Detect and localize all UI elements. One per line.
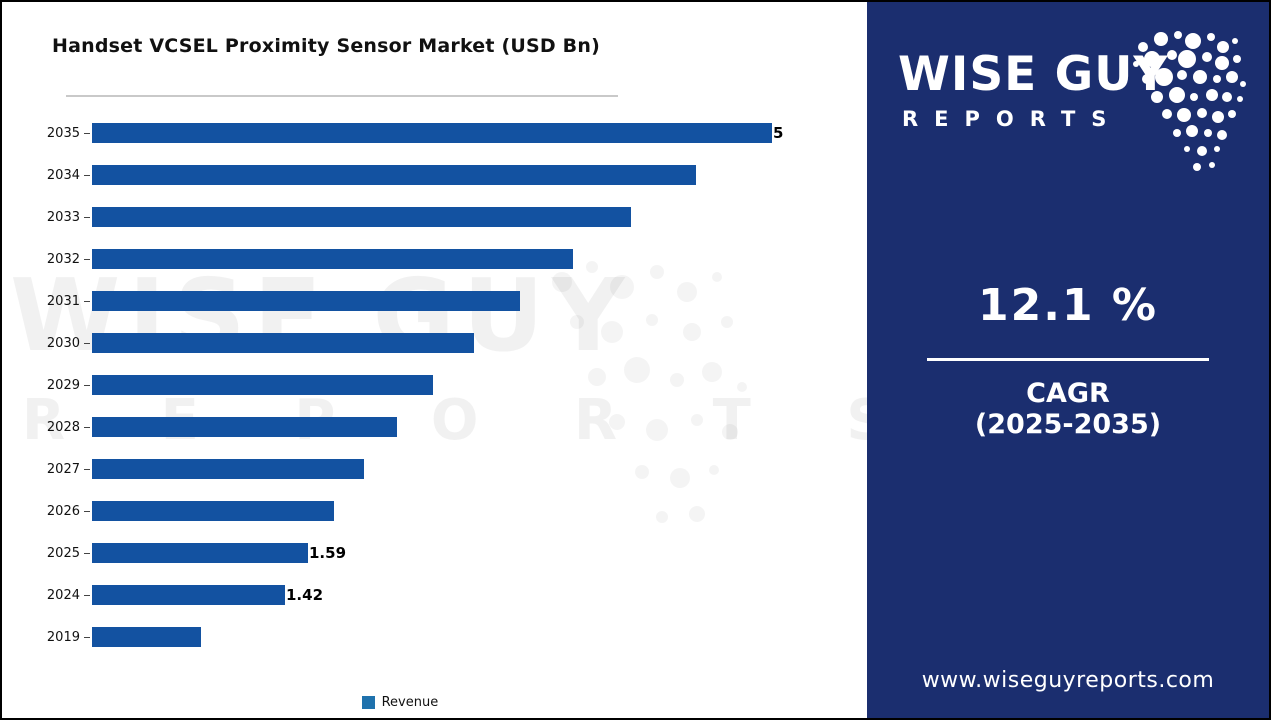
bar-row-2035: 2035 5: [26, 112, 783, 154]
y-tick-mark: [84, 342, 90, 344]
bar-row-2029: 2029: [26, 364, 783, 406]
bar-value-label: 5: [773, 124, 784, 142]
cagr-value: 12.1 %: [978, 280, 1158, 331]
revenue-bar: [92, 459, 364, 479]
y-tick-label: 2032: [46, 251, 80, 267]
y-tick-label: 2025: [46, 545, 80, 561]
logo-text-reports: REPORTS: [902, 107, 1123, 131]
wiseguy-logo: WISE GUY REPORTS: [898, 31, 1246, 172]
y-tick-label: 2029: [46, 377, 80, 393]
bar-row-2026: 2026: [26, 490, 783, 532]
cagr-period: (2025-2035): [974, 409, 1162, 440]
y-tick-mark: [84, 132, 90, 134]
revenue-bar: [92, 501, 334, 521]
side-panel: WISE GUY REPORTS: [867, 2, 1269, 718]
revenue-bar: [92, 165, 696, 185]
revenue-bar: [92, 333, 474, 353]
cagr-block: 12.1 % CAGR (2025-2035): [927, 280, 1209, 440]
y-tick-label: 2030: [46, 335, 80, 351]
y-tick-mark: [84, 426, 90, 428]
bar-row-2031: 2031: [26, 280, 783, 322]
bar-row-2027: 2027: [26, 448, 783, 490]
revenue-bar: [92, 417, 397, 437]
y-tick-mark: [84, 468, 90, 470]
bar-row-2030: 2030: [26, 322, 783, 364]
bar-row-2034: 2034: [26, 154, 783, 196]
chart-area: WISE GUY R E P O R T S Handset VCSEL Pro…: [2, 2, 887, 718]
y-tick-label: 2028: [46, 419, 80, 435]
bar-plot: 2035 5 2034 2033 2032 2031 2030 2029 2028 2027 202…: [26, 112, 783, 658]
revenue-bar: [92, 249, 573, 269]
y-tick-label: 2033: [46, 209, 80, 225]
bar-row-2024: 2024 1.42: [26, 574, 783, 616]
y-tick-mark: [84, 258, 90, 260]
logo-text-wiseguy: WISE GUY: [898, 47, 1169, 102]
revenue-bar: [92, 123, 772, 143]
revenue-bar: [92, 585, 285, 605]
legend-swatch: [361, 696, 375, 709]
y-tick-mark: [84, 216, 90, 218]
y-tick-label: 2035: [46, 125, 80, 141]
cagr-label: CAGR: [1026, 378, 1110, 409]
bar-value-label: 1.59: [309, 544, 347, 562]
revenue-bar: [92, 207, 631, 227]
y-tick-mark: [84, 300, 90, 302]
chart-title: Handset VCSEL Proximity Sensor Market (U…: [52, 35, 600, 57]
logo-head-dots-icon: [1133, 31, 1246, 171]
y-tick-mark: [84, 552, 90, 554]
y-tick-label: 2031: [46, 293, 80, 309]
bar-row-2025: 2025 1.59: [26, 532, 783, 574]
y-tick-label: 2027: [46, 461, 80, 477]
bar-row-2019: 2019: [26, 616, 783, 658]
y-tick-label: 2034: [46, 167, 80, 183]
top-divider-line: [66, 95, 618, 97]
legend-label: Revenue: [381, 695, 439, 710]
y-tick-mark: [84, 384, 90, 386]
y-tick-label: 2019: [46, 629, 80, 645]
legend: Revenue: [2, 695, 798, 710]
bar-row-2033: 2033: [26, 196, 783, 238]
cagr-divider: [927, 358, 1209, 361]
y-tick-mark: [84, 636, 90, 638]
y-tick-mark: [84, 510, 90, 512]
y-tick-label: 2024: [46, 587, 80, 603]
y-tick-mark: [84, 594, 90, 596]
y-tick-label: 2026: [46, 503, 80, 519]
website-link[interactable]: www.wiseguyreports.com: [921, 668, 1215, 693]
revenue-bar: [92, 291, 520, 311]
bar-row-2028: 2028: [26, 406, 783, 448]
y-tick-mark: [84, 174, 90, 176]
bar-row-2032: 2032: [26, 238, 783, 280]
revenue-bar: [92, 543, 308, 563]
bar-value-label: 1.42: [286, 586, 324, 604]
revenue-bar: [92, 627, 201, 647]
revenue-bar: [92, 375, 433, 395]
